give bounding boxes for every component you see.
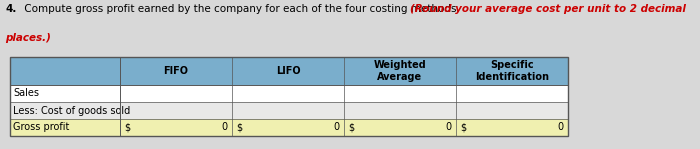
Text: Gross profit: Gross profit <box>13 122 69 132</box>
Text: 4.: 4. <box>6 4 17 14</box>
Text: Sales: Sales <box>13 89 39 98</box>
Text: (Round your average cost per unit to 2 decimal: (Round your average cost per unit to 2 d… <box>410 4 685 14</box>
Text: Weighted
Average: Weighted Average <box>374 60 426 82</box>
Text: Less: Cost of goods sold: Less: Cost of goods sold <box>13 105 130 115</box>
Text: 0: 0 <box>334 122 340 132</box>
Text: 0: 0 <box>446 122 452 132</box>
Text: FIFO: FIFO <box>164 66 188 76</box>
Bar <box>10 102 568 119</box>
Bar <box>10 57 568 85</box>
Bar <box>10 119 568 136</box>
Text: LIFO: LIFO <box>276 66 300 76</box>
Text: $: $ <box>348 122 354 132</box>
Text: 0: 0 <box>558 122 564 132</box>
Text: Specific
Identification: Specific Identification <box>475 60 549 82</box>
Text: $: $ <box>124 122 130 132</box>
Text: $: $ <box>460 122 466 132</box>
Text: Compute gross profit earned by the company for each of the four costing methods.: Compute gross profit earned by the compa… <box>21 4 463 14</box>
Text: 0: 0 <box>222 122 228 132</box>
Text: $: $ <box>236 122 242 132</box>
Text: places.): places.) <box>6 33 52 43</box>
Bar <box>10 85 568 102</box>
Bar <box>10 57 568 136</box>
